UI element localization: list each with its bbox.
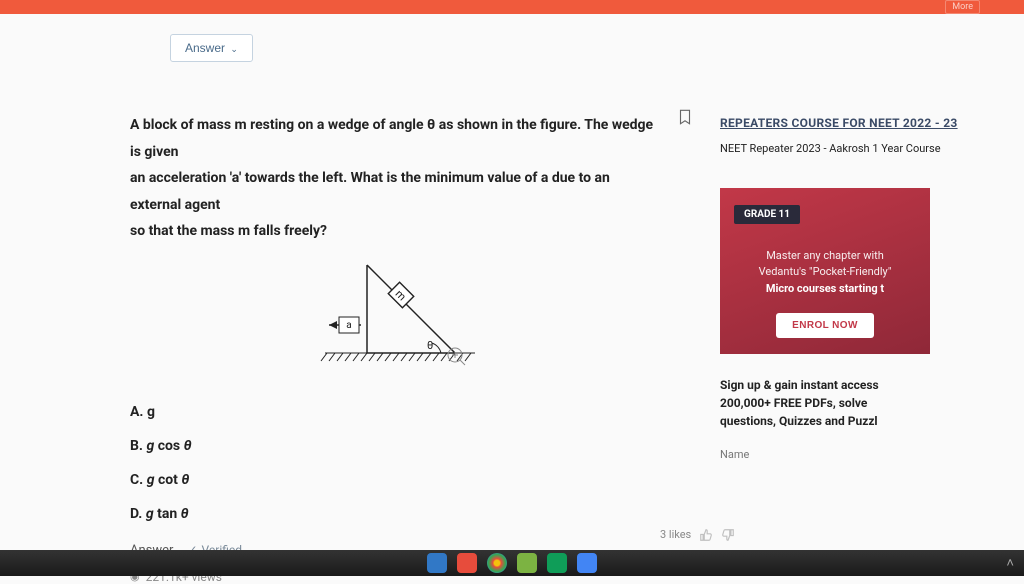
answer-button-label: Answer xyxy=(185,41,225,55)
browser-top-bar: More xyxy=(0,0,1024,14)
name-field-label: Name xyxy=(720,448,1024,461)
course-link[interactable]: REPEATERS COURSE FOR NEET 2022 - 23 xyxy=(720,116,958,130)
taskbar-app-icon[interactable] xyxy=(547,553,567,573)
promo-text: Master any chapter with Vedantu's "Pocke… xyxy=(734,248,916,298)
thumbs-up-icon[interactable] xyxy=(699,528,713,542)
bookmark-icon[interactable] xyxy=(676,108,694,130)
enrol-button[interactable]: ENROL NOW xyxy=(776,313,874,338)
accel-label: a xyxy=(346,320,351,331)
grade-badge: GRADE 11 xyxy=(734,205,800,224)
taskbar-app-icon[interactable] xyxy=(457,553,477,573)
wedge-diagram: m a θ xyxy=(305,255,485,375)
likes-count: 3 likes xyxy=(660,528,691,541)
options-list: A. g B. g cos θ C. g cot θ D. g tan θ xyxy=(130,395,660,531)
chevron-down-icon: ⌄ xyxy=(230,44,238,54)
option-c[interactable]: C. g cot θ xyxy=(130,463,660,497)
more-menu[interactable]: More xyxy=(945,0,980,14)
question-text: A block of mass m resting on a wedge of … xyxy=(130,112,660,245)
question-line-2: an acceleration 'a' towards the left. Wh… xyxy=(130,170,610,213)
taskbar-app-icon[interactable] xyxy=(517,553,537,573)
sidebar-column: REPEATERS COURSE FOR NEET 2022 - 23 NEET… xyxy=(680,112,1024,584)
thumbs-down-icon[interactable] xyxy=(721,528,735,542)
taskbar-tray-icon[interactable]: ˄ xyxy=(1006,555,1014,571)
option-d[interactable]: D. g tan θ xyxy=(130,497,660,531)
taskbar-chrome-icon[interactable] xyxy=(487,553,507,573)
taskbar-app-icon[interactable] xyxy=(577,553,597,573)
course-detail: NEET Repeater 2023 - Aakrosh 1 Year Cour… xyxy=(720,141,1024,158)
question-line-3: so that the mass m falls freely? xyxy=(130,223,327,239)
promo-card: GRADE 11 Master any chapter with Vedantu… xyxy=(720,188,930,355)
option-b[interactable]: B. g cos θ xyxy=(130,429,660,463)
taskbar-app-icon[interactable] xyxy=(427,553,447,573)
question-line-1: A block of mass m resting on a wedge of … xyxy=(130,117,653,160)
os-taskbar[interactable]: ˄ xyxy=(0,550,1024,576)
likes-row: 3 likes xyxy=(660,528,735,542)
answer-dropdown-button[interactable]: Answer ⌄ xyxy=(170,34,253,62)
option-a[interactable]: A. g xyxy=(130,395,660,429)
angle-label: θ xyxy=(427,339,433,352)
signup-promo: Sign up & gain instant access 200,000+ F… xyxy=(720,376,930,430)
question-column: A block of mass m resting on a wedge of … xyxy=(0,112,680,584)
page-content: Answer ⌄ A block of mass m resting on a … xyxy=(0,14,1024,584)
